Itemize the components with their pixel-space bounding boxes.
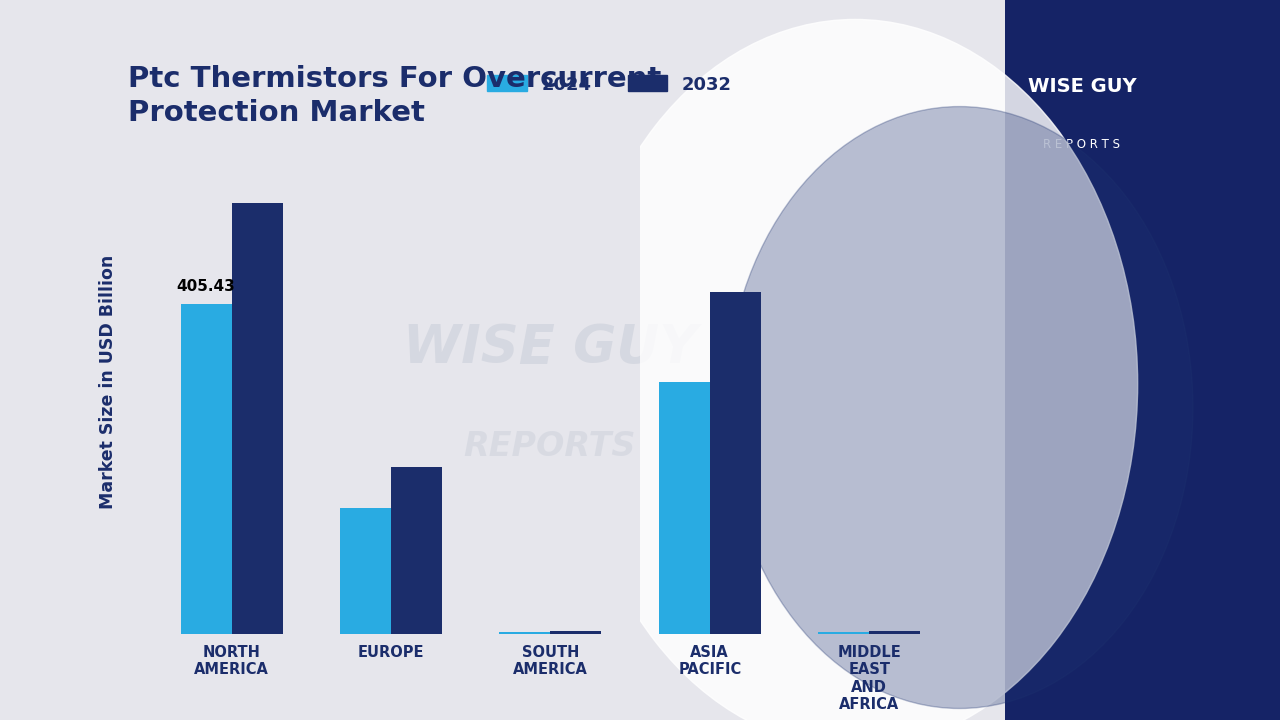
Text: R E P O R T S: R E P O R T S: [1043, 138, 1120, 150]
Bar: [710, 292, 760, 634]
Bar: [340, 508, 390, 634]
Bar: [499, 631, 550, 634]
Bar: [818, 632, 869, 634]
Text: WISE GUY: WISE GUY: [1028, 77, 1137, 96]
Legend: 2024, 2032: 2024, 2032: [480, 68, 739, 101]
Circle shape: [726, 107, 1193, 708]
Text: REPORTS: REPORTS: [463, 430, 636, 463]
Text: 405.43: 405.43: [177, 279, 236, 294]
Y-axis label: Market Size in USD Billion: Market Size in USD Billion: [99, 254, 116, 509]
Bar: [659, 382, 710, 634]
Bar: [390, 467, 442, 634]
Circle shape: [572, 19, 1138, 720]
Bar: [232, 203, 283, 634]
Text: WISE GUY: WISE GUY: [403, 323, 698, 374]
Text: Ptc Thermistors For Overcurrent
Protection Market: Ptc Thermistors For Overcurrent Protecti…: [128, 65, 662, 127]
Bar: [869, 631, 920, 634]
Bar: [550, 631, 602, 634]
Bar: [180, 304, 232, 634]
